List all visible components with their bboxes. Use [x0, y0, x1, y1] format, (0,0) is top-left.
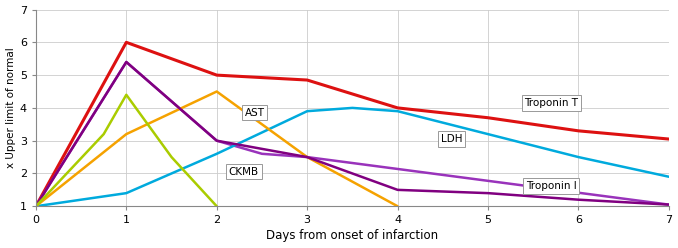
Text: Troponin I: Troponin I	[526, 181, 577, 191]
Text: LDH: LDH	[441, 134, 462, 144]
Text: CKMB: CKMB	[228, 167, 259, 177]
Y-axis label: x Upper limit of normal: x Upper limit of normal	[5, 48, 16, 168]
Text: Troponin T: Troponin T	[524, 98, 578, 108]
Text: AST: AST	[245, 108, 264, 118]
X-axis label: Days from onset of infarction: Days from onset of infarction	[266, 229, 439, 243]
